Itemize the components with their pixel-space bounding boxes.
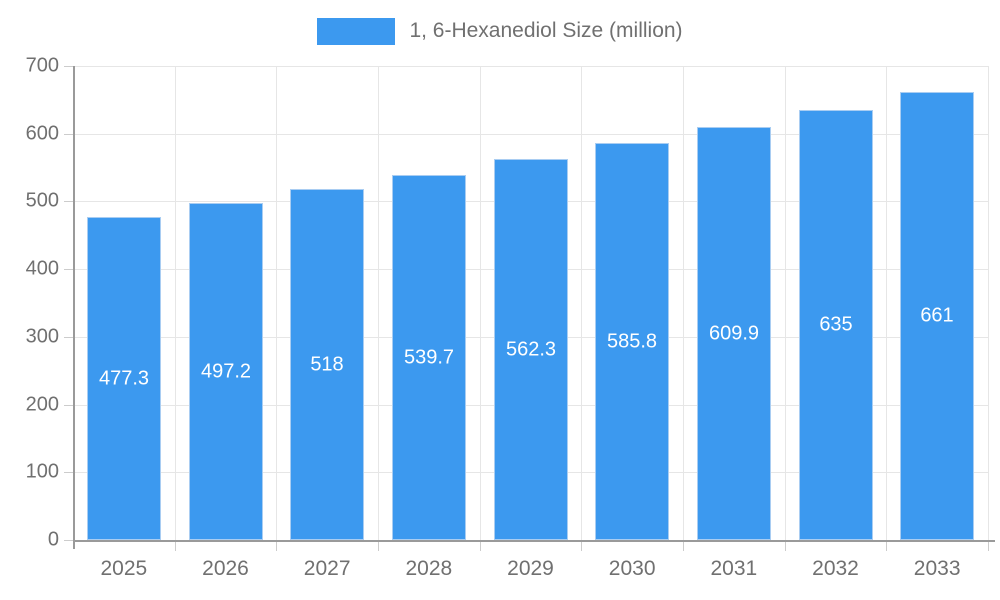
y-axis-label: 200 bbox=[25, 393, 59, 416]
y-axis-line bbox=[73, 66, 75, 549]
gridline-horizontal bbox=[73, 133, 988, 135]
x-axis-tick bbox=[175, 542, 176, 551]
x-axis-tick bbox=[378, 542, 379, 551]
y-axis-tick bbox=[64, 472, 73, 474]
y-axis-label: 100 bbox=[25, 460, 59, 483]
x-axis-tick bbox=[683, 542, 684, 551]
legend-swatch bbox=[317, 17, 396, 45]
x-axis-label: 2029 bbox=[507, 557, 554, 580]
bar[interactable] bbox=[290, 189, 364, 540]
y-axis-label: 700 bbox=[25, 54, 59, 77]
y-axis-label: 500 bbox=[25, 189, 59, 212]
y-axis-tick bbox=[64, 201, 73, 203]
x-axis-tick bbox=[785, 542, 786, 551]
y-axis-tick bbox=[64, 66, 73, 67]
bar[interactable] bbox=[799, 110, 873, 540]
bar[interactable] bbox=[697, 127, 771, 540]
x-axis-line bbox=[73, 540, 995, 542]
x-axis-tick bbox=[581, 542, 582, 551]
gridline-horizontal bbox=[73, 66, 988, 67]
bar-value-label: 562.3 bbox=[505, 338, 557, 360]
y-axis-tick bbox=[64, 133, 73, 135]
x-axis-tick bbox=[886, 542, 887, 551]
gridline-vertical bbox=[683, 66, 684, 540]
gridline-vertical bbox=[480, 66, 481, 540]
x-axis-tick bbox=[988, 542, 989, 551]
bar[interactable] bbox=[392, 175, 466, 540]
x-axis-label: 2026 bbox=[202, 557, 249, 580]
bar-value-label: 661 bbox=[920, 304, 954, 327]
bar-value-label: 518 bbox=[310, 353, 344, 375]
gridline-vertical bbox=[378, 66, 379, 540]
bar-value-label: 539.7 bbox=[403, 346, 455, 368]
x-axis-label: 2031 bbox=[710, 557, 758, 580]
gridline-vertical bbox=[886, 66, 887, 540]
y-axis-tick bbox=[64, 404, 73, 406]
gridline-vertical bbox=[988, 66, 989, 540]
x-axis-label: 2033 bbox=[913, 557, 961, 580]
x-axis-tick bbox=[480, 542, 481, 551]
bar-value-label: 477.3 bbox=[98, 367, 150, 389]
bar-value-label: 585.8 bbox=[606, 330, 658, 352]
y-axis-label: 300 bbox=[25, 325, 59, 348]
y-axis-label: 0 bbox=[47, 528, 59, 551]
y-axis-label: 600 bbox=[25, 122, 59, 145]
bar[interactable] bbox=[494, 159, 568, 540]
legend[interactable]: 1, 6-Hexanediol Size (million) bbox=[0, 14, 1000, 48]
x-axis-label: 2030 bbox=[608, 557, 656, 580]
bar[interactable] bbox=[87, 217, 161, 540]
gridline-vertical bbox=[785, 66, 786, 540]
bar-value-label: 609.9 bbox=[708, 322, 760, 344]
x-axis-label: 2028 bbox=[405, 557, 453, 580]
x-axis-label: 2025 bbox=[100, 557, 148, 580]
bar[interactable] bbox=[900, 92, 974, 540]
gridline-vertical bbox=[276, 66, 277, 540]
bar[interactable] bbox=[595, 143, 669, 540]
x-axis-tick bbox=[276, 542, 277, 551]
y-axis-tick bbox=[64, 336, 73, 338]
bar-value-label: 497.2 bbox=[200, 360, 252, 382]
plot-area: 477.3 497.2 518 539.7 562.3 585.8 609.9 635 661 bbox=[64, 66, 995, 551]
x-axis-label: 2032 bbox=[812, 557, 859, 580]
y-axis-tick bbox=[64, 540, 73, 541]
x-axis-label: 2027 bbox=[303, 557, 351, 580]
bar[interactable] bbox=[189, 203, 263, 540]
legend-label: 1, 6-Hexanediol Size (million) bbox=[409, 19, 683, 42]
bar-value-label: 635 bbox=[819, 313, 853, 336]
y-axis-tick bbox=[64, 269, 73, 271]
gridline-vertical bbox=[581, 66, 582, 540]
y-axis-label: 400 bbox=[25, 257, 59, 280]
gridline-vertical bbox=[175, 66, 176, 540]
